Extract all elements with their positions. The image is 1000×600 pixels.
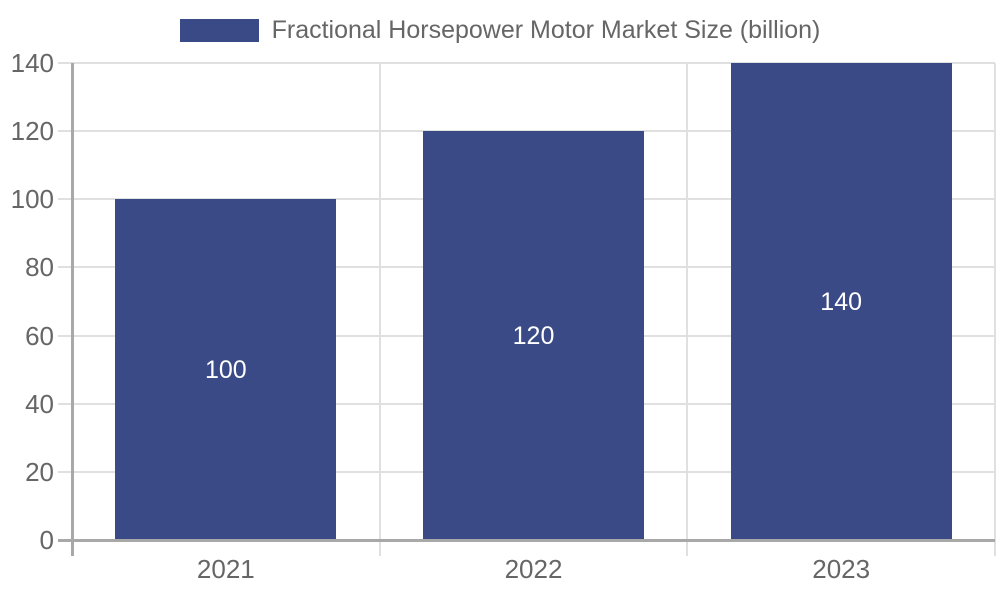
x-tick-label: 2021 <box>196 554 255 584</box>
bar-value-label: 140 <box>820 287 863 316</box>
y-tick-label: 140 <box>10 48 54 78</box>
y-tick-label: 0 <box>39 525 54 555</box>
x-gridline <box>994 63 996 556</box>
bar <box>730 63 952 540</box>
legend-label: Fractional Horsepower Motor Market Size … <box>271 16 821 44</box>
legend-item[interactable]: Fractional Horsepower Motor Market Size … <box>179 14 821 46</box>
bar-value-label: 120 <box>512 321 555 350</box>
y-tick-label: 60 <box>25 320 54 351</box>
y-tick-label: 80 <box>25 252 54 283</box>
legend-swatch-icon <box>179 18 259 42</box>
x-gridline <box>378 63 381 556</box>
y-gridline <box>58 62 995 64</box>
bar-value-label: 100 <box>204 355 247 384</box>
bar <box>423 131 644 540</box>
y-tick-label: 120 <box>10 116 54 147</box>
x-gridline <box>686 63 689 556</box>
y-tick-label: 20 <box>25 456 54 487</box>
y-tick-label: 40 <box>25 388 54 419</box>
bar <box>115 199 337 540</box>
x-tick-label: 2022 <box>504 554 563 584</box>
legend: Fractional Horsepower Motor Market Size … <box>0 14 1000 46</box>
y-tick-label: 100 <box>10 184 54 215</box>
y-axis-line <box>70 63 74 556</box>
x-tick-label: 2023 <box>812 554 871 584</box>
x-axis-line <box>58 538 995 542</box>
